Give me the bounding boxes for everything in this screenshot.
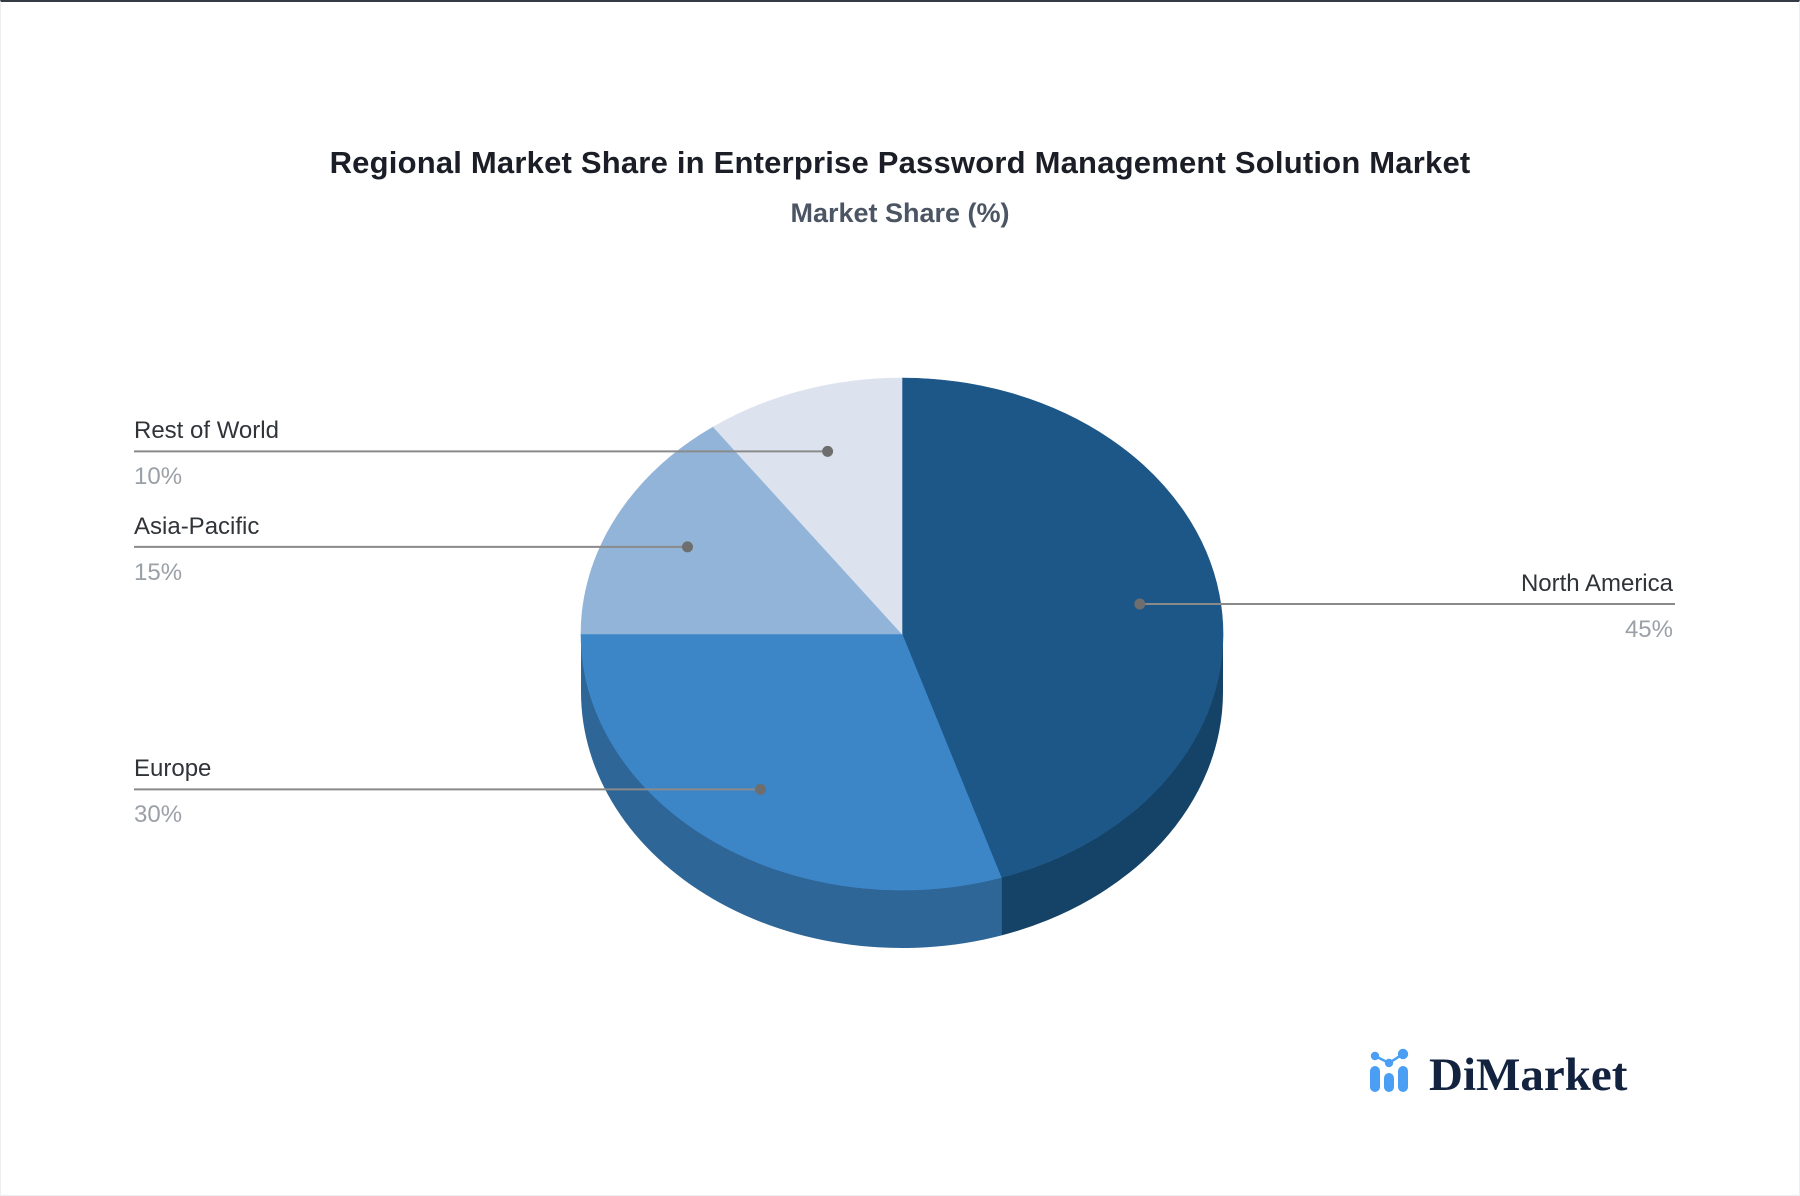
leader-dot-asia-pacific [681,541,693,553]
pie-slice-europe[interactable] [580,633,1002,891]
pie-slice-asia-pacific[interactable] [580,426,903,635]
leader-dot-rest-of-world [822,445,834,457]
pie-slice-rest-of-world[interactable] [712,377,903,635]
slice-value-rest-of-world: 10% [134,463,183,491]
slice-label-north-america: North America [1520,569,1673,597]
chart-subtitle: Market Share (%) [790,198,1010,228]
slice-label-rest-of-world: Rest of World [134,417,279,445]
pie-slice-side-north-america [1001,634,1223,936]
brand-logo: DiMarket [1368,1042,1628,1101]
mini-bar-chart-icon [1370,1048,1409,1092]
pie-slice-side-europe [580,634,1002,948]
brand-logo-text: DiMarket [1429,1049,1628,1101]
slice-value-europe: 30% [134,801,183,829]
leader-dot-north-america [1134,598,1146,610]
slice-value-north-america: 45% [1624,615,1673,643]
slice-label-europe: Europe [134,755,212,783]
leader-dot-europe [754,783,766,795]
slice-label-asia-pacific: Asia-Pacific [134,512,260,540]
slice-value-asia-pacific: 15% [134,558,183,586]
chart-title: Regional Market Share in Enterprise Pass… [329,145,1471,180]
pie-slice-north-america[interactable] [901,377,1224,878]
